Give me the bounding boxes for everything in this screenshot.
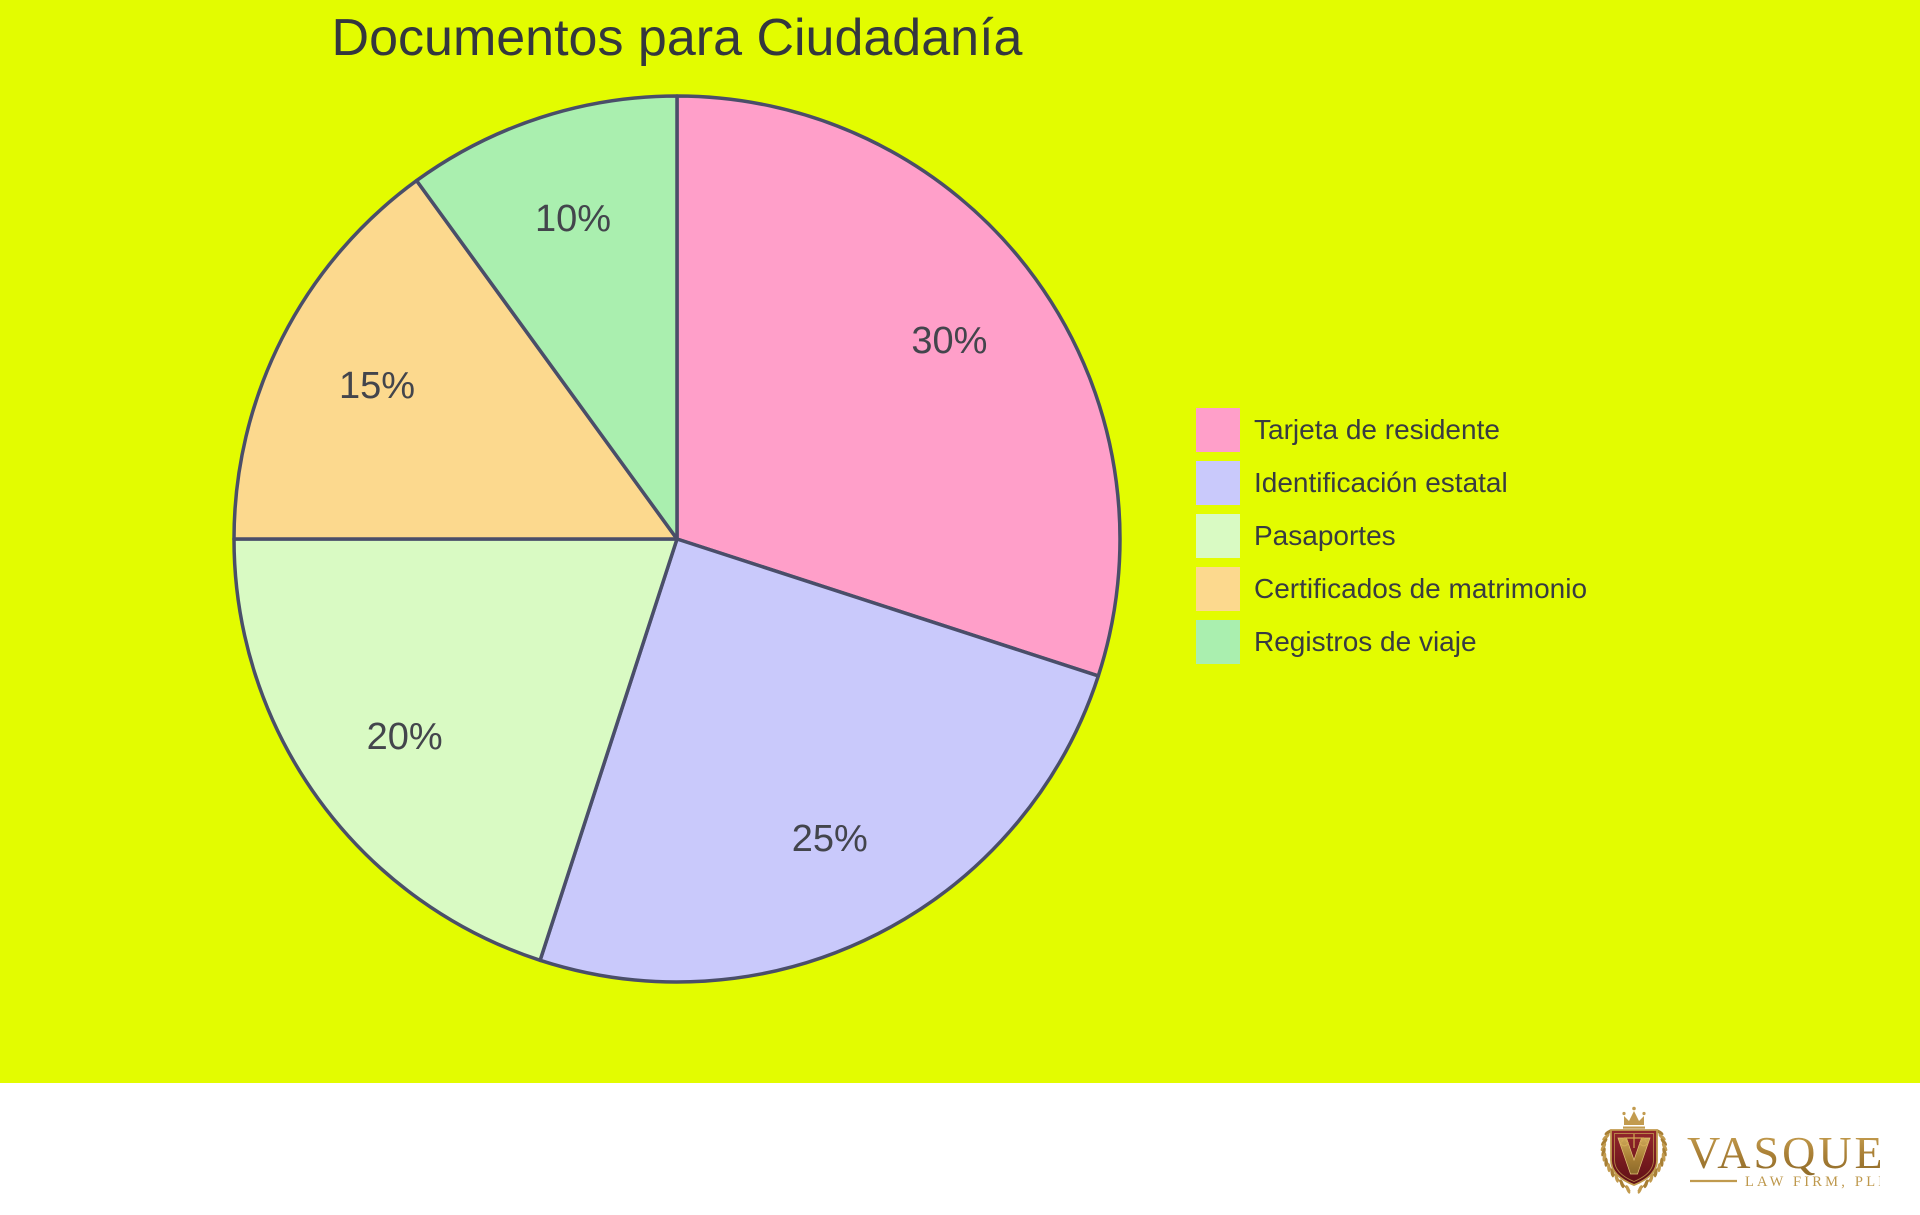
laurel-leaf: [1649, 1173, 1654, 1183]
legend-swatch: [1196, 620, 1240, 664]
legend-swatch: [1196, 514, 1240, 558]
laurel-leaf: [1600, 1142, 1607, 1152]
shield-icon: [1610, 1129, 1658, 1186]
legend-label: Tarjeta de residente: [1254, 414, 1500, 445]
pie-slice-label: 20%: [367, 716, 443, 758]
chart-title: Documentos para Ciudadanía: [331, 9, 1023, 67]
laurel-leaf: [1619, 1179, 1625, 1189]
pie-slice-label: 15%: [339, 365, 415, 407]
laurel-leaf: [1637, 1185, 1643, 1194]
legend-swatch: [1196, 408, 1240, 452]
pie-slice-label: 30%: [911, 320, 987, 362]
legend-item: Identificación estatal: [1196, 461, 1587, 505]
scales-icon: [1619, 1134, 1649, 1148]
pie-slice-label: 10%: [535, 198, 611, 240]
legend-item: Pasaportes: [1196, 514, 1587, 558]
laurel-leaf: [1662, 1147, 1667, 1157]
laurel-leaf: [1614, 1173, 1619, 1183]
laurel-leaf: [1601, 1147, 1606, 1157]
chart-background: Documentos para Ciudadanía 30% 25% 20% 15% 1…: [0, 0, 1920, 1083]
legend: Tarjeta de residente Identificación estat…: [1196, 408, 1587, 664]
laurel-leaf: [1658, 1133, 1666, 1141]
pie-slice-1: [675, 94, 1122, 678]
laurel-leaf: [1657, 1163, 1661, 1173]
laurel-leaf: [1661, 1142, 1668, 1152]
pie-slice-5: [414, 94, 679, 541]
legend-item: Certificados de matrimonio: [1196, 567, 1587, 611]
laurel-leaf: [1643, 1179, 1649, 1189]
legend-label: Pasaportes: [1254, 520, 1396, 551]
legend-item: Tarjeta de residente: [1196, 408, 1587, 452]
laurel-leaf: [1602, 1133, 1610, 1141]
pie-slice-2: [538, 537, 1101, 984]
pie-chart: 30% 25% 20% 15% 10%: [232, 94, 1122, 984]
laurel-leaf: [1625, 1185, 1631, 1194]
laurel-leaf: [1600, 1138, 1608, 1146]
legend-swatch: [1196, 461, 1240, 505]
laurel-leaf: [1607, 1163, 1611, 1173]
footer-strip: [0, 1083, 1920, 1215]
pie-slice-4: [232, 178, 679, 541]
legend-label: Certificados de matrimonio: [1254, 573, 1588, 604]
laurel-leaf: [1660, 1138, 1668, 1146]
legend-swatch: [1196, 567, 1240, 611]
pie-slice-label: 25%: [792, 818, 868, 860]
laurel-leaf: [1604, 1157, 1608, 1167]
legend-label: Identificación estatal: [1254, 467, 1508, 498]
legend-item: Registros de viaje: [1196, 620, 1587, 664]
law-firm-logo: VASQUEZ LAW FIRM, PLLC: [1600, 1106, 1880, 1194]
crown-icon: [1622, 1106, 1646, 1129]
legend-label: Registros de viaje: [1254, 626, 1477, 657]
brand-subtitle: LAW FIRM, PLLC: [1745, 1174, 1880, 1190]
laurel-leaf: [1660, 1157, 1664, 1167]
brand-name: VASQUEZ: [1687, 1127, 1880, 1178]
pie-slice-3: [232, 537, 679, 963]
